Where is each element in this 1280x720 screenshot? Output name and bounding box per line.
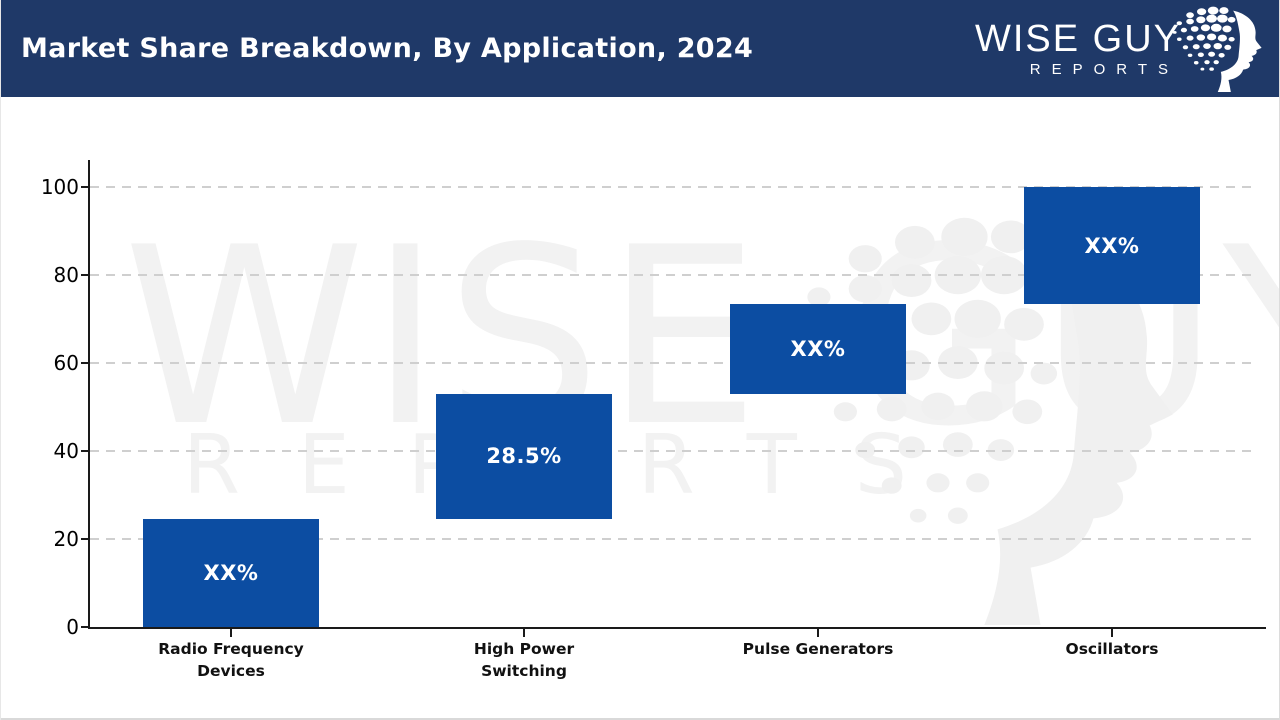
gridline: [90, 186, 1254, 188]
y-axis-tick-mark: [81, 186, 88, 188]
y-axis-tick-label: 20: [53, 527, 79, 551]
gridline: [90, 274, 1254, 276]
x-axis-category-label: High Power Switching: [473, 640, 575, 680]
bar-value-label: XX%: [1084, 233, 1140, 258]
x-axis-line: [88, 627, 1266, 629]
bar-segment: XX%: [730, 304, 906, 394]
brand-wordmark: WISE GUY REPORTS: [975, 20, 1181, 78]
bar-segment: 28.5%: [436, 393, 612, 520]
gridline: [90, 450, 1254, 452]
x-axis-tick-mark: [230, 629, 232, 637]
bar-segment: XX%: [1024, 187, 1200, 305]
x-axis-category-label: Radio Frequency Devices: [158, 640, 304, 680]
brand-logo: WISE GUY REPORTS: [975, 0, 1267, 97]
x-axis-tick-mark: [1111, 629, 1113, 637]
brand-subtitle: REPORTS: [1029, 60, 1179, 78]
y-axis-tick-label: 100: [40, 175, 79, 199]
x-axis-tick-mark: [817, 629, 819, 637]
bar-value-label: XX%: [203, 561, 259, 586]
gridline: [90, 538, 1254, 540]
y-axis-tick-label: 0: [66, 615, 79, 639]
y-axis-tick-label: 80: [53, 263, 79, 287]
y-axis-tick-mark: [81, 362, 88, 364]
x-axis-category-label: Oscillators: [1065, 640, 1159, 658]
brand-name: WISE GUY: [974, 17, 1181, 60]
bar-value-label: 28.5%: [486, 444, 562, 469]
gridline: [90, 362, 1254, 364]
x-axis-tick-mark: [523, 629, 525, 637]
y-axis-tick-label: 60: [53, 351, 79, 375]
bar-value-label: XX%: [790, 336, 846, 361]
page-title: Market Share Breakdown, By Application, …: [21, 33, 754, 64]
header-bar: Market Share Breakdown, By Application, …: [1, 0, 1279, 97]
bottom-divider: [1, 718, 1279, 720]
bar-segment: XX%: [143, 519, 319, 627]
y-axis-tick-mark: [81, 626, 88, 628]
y-axis-tick-mark: [81, 538, 88, 540]
y-axis-tick-mark: [81, 450, 88, 452]
y-axis-tick-label: 40: [53, 439, 79, 463]
y-axis-line: [88, 160, 90, 629]
y-axis-tick-mark: [81, 274, 88, 276]
x-axis-category-label: Pulse Generators: [742, 640, 894, 658]
